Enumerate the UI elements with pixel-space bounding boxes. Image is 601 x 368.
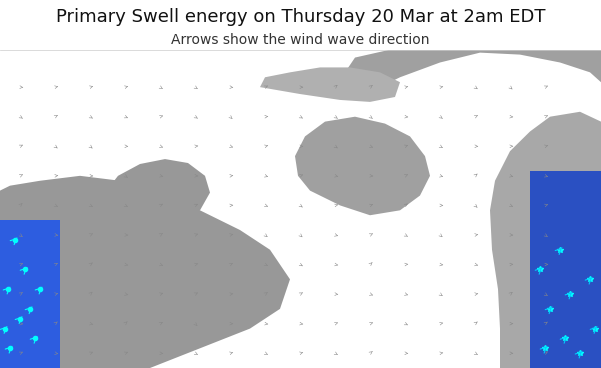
- Polygon shape: [100, 159, 210, 225]
- Bar: [530, 171, 601, 368]
- Polygon shape: [490, 112, 601, 368]
- Polygon shape: [0, 176, 290, 368]
- Polygon shape: [260, 67, 400, 102]
- Polygon shape: [295, 117, 430, 215]
- Bar: [0, 220, 60, 368]
- Text: Primary Swell energy on Thursday 20 Mar at 2am EDT: Primary Swell energy on Thursday 20 Mar …: [56, 8, 545, 26]
- Polygon shape: [345, 50, 601, 92]
- Text: Arrows show the wind wave direction: Arrows show the wind wave direction: [171, 33, 430, 47]
